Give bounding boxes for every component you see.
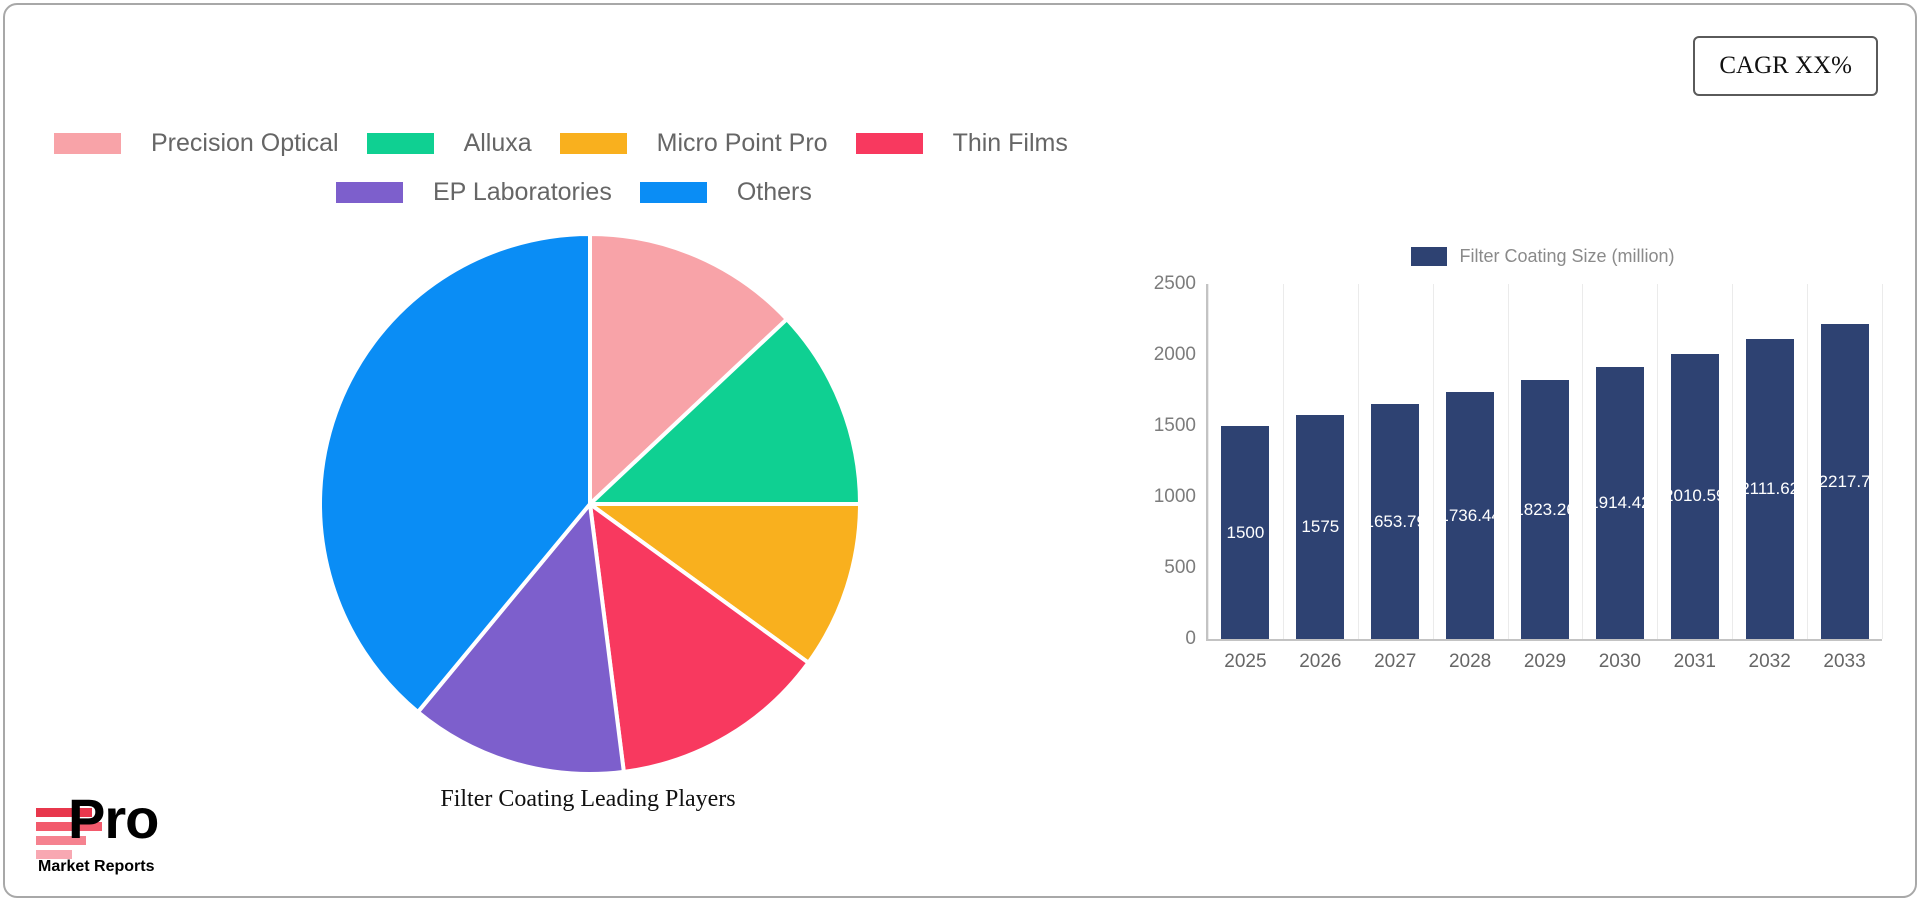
legend-swatch-others: [639, 182, 707, 203]
bar-value-label: 1823.26: [1514, 499, 1576, 519]
pie-legend-row-1: Precision Optical Alluxa Micro Point Pro Th…: [54, 129, 1068, 158]
legend-label: Thin Films: [952, 129, 1068, 157]
logo-title: Pro: [68, 787, 159, 850]
legend-item-thin-films: Thin Films: [855, 129, 1068, 158]
legend-label: Micro Point Pro: [656, 129, 828, 157]
pie-slice-ep-laboratories: [415, 502, 626, 776]
bar-legend-label: Filter Coating Size (million): [1459, 246, 1675, 266]
pie-slice-thin-films: [588, 502, 811, 774]
gridline: [1507, 284, 1509, 639]
pie-title: Filter Coating Leading Players: [440, 786, 736, 812]
legend-swatch-ep-laboratories: [336, 182, 403, 203]
legend-item-alluxa: Alluxa: [366, 129, 532, 158]
legend-item-precision-optical: Precision Optical: [54, 129, 339, 158]
y-axis-tick: 1500: [1153, 415, 1196, 436]
x-axis-tick: 2032: [1748, 651, 1791, 672]
gridline: [1732, 284, 1734, 639]
gridline: [1357, 284, 1359, 639]
x-axis-tick: 2030: [1598, 651, 1642, 672]
bar-value-label: 1736.44: [1439, 505, 1501, 525]
x-axis-tick: 2027: [1374, 651, 1417, 672]
legend-item-ep-laboratories: EP Laboratories: [336, 178, 612, 207]
legend-swatch-thin-films: [855, 133, 923, 154]
y-axis-tick: 0: [1185, 628, 1196, 649]
logo: Pro Market Reports: [36, 787, 216, 882]
gridline: [1657, 284, 1659, 639]
y-axis-tick: 1000: [1153, 486, 1196, 507]
x-axis-tick: 2029: [1523, 651, 1567, 672]
legend-label: EP Laboratories: [433, 178, 612, 206]
legend-label: Others: [736, 178, 812, 206]
logo-stripe: [36, 808, 92, 817]
gridline: [1582, 284, 1584, 639]
y-axis-tick: 2000: [1153, 344, 1196, 365]
legend-swatch-alluxa: [366, 133, 434, 154]
bar-2029: 1823.26: [1514, 380, 1576, 639]
bar-2033: 2217.7: [1818, 324, 1871, 639]
x-axis-tick: 2028: [1448, 651, 1492, 672]
bar-value-label: 2217.7: [1818, 471, 1871, 491]
gridline: [1882, 284, 1883, 639]
bar-2027: 1653.79: [1365, 404, 1426, 639]
x-axis-tick: 2031: [1673, 651, 1716, 672]
gridline: [1282, 284, 1284, 639]
pie-chart: [318, 232, 862, 776]
bar-value-label: 2111.62: [1740, 479, 1800, 499]
bar-legend-swatch: [1411, 247, 1448, 266]
gridline: [1807, 284, 1809, 639]
pie-slice-alluxa: [588, 317, 862, 506]
pie-slice-micro-point-pro: [588, 502, 862, 665]
x-axis-tick: 2025: [1224, 651, 1267, 672]
logo-stripe: [36, 836, 86, 845]
bar-chart-legend: Filter Coating Size (million): [1206, 246, 1880, 267]
bar-value-label: 1914.42: [1589, 493, 1651, 513]
logo-stripe: [36, 850, 72, 859]
bar-2028: 1736.44: [1439, 392, 1501, 639]
legend-item-micro-point-pro: Micro Point Pro: [559, 129, 828, 158]
pie-slice-precision-optical: [588, 232, 789, 506]
bar-2032: 2111.62: [1740, 339, 1799, 639]
x-axis-tick: 2026: [1299, 651, 1342, 672]
pie-legend-row-2: EP Laboratories Others: [336, 178, 812, 207]
bar-value-label: 1500: [1226, 522, 1265, 542]
bar-2026: 1575: [1296, 415, 1345, 639]
bar-value-label: 1653.79: [1364, 511, 1426, 531]
gridline: [1432, 284, 1434, 639]
gridline: [1208, 284, 1209, 639]
logo-stripe: [36, 822, 102, 831]
logo-subtitle: Market Reports: [38, 858, 155, 875]
legend-item-others: Others: [639, 178, 812, 207]
bar-value-label: 2010.59: [1664, 486, 1726, 506]
legend-label: Precision Optical: [151, 129, 339, 157]
logo-stripes: [36, 808, 102, 859]
y-axis-tick: 500: [1164, 557, 1196, 578]
pie-slice-others: [318, 232, 592, 715]
bar-2025: 1500: [1221, 426, 1270, 639]
legend-swatch-precision-optical: [54, 133, 121, 154]
bar-chart-plot: 0 500 1000 1500 2000 2500 1500 2025 1575 2026 1653…: [1154, 273, 1883, 672]
bar-2030: 1914.42: [1589, 367, 1651, 639]
legend-swatch-micro-point-pro: [559, 133, 627, 154]
bar-2031: 2010.59: [1664, 353, 1726, 639]
y-axis-tick: 2500: [1153, 273, 1196, 294]
x-axis-tick: 2033: [1823, 651, 1866, 672]
cagr-badge: CAGR XX%: [1693, 36, 1878, 96]
bar-value-label: 1575: [1301, 517, 1340, 537]
legend-label: Alluxa: [463, 129, 532, 157]
